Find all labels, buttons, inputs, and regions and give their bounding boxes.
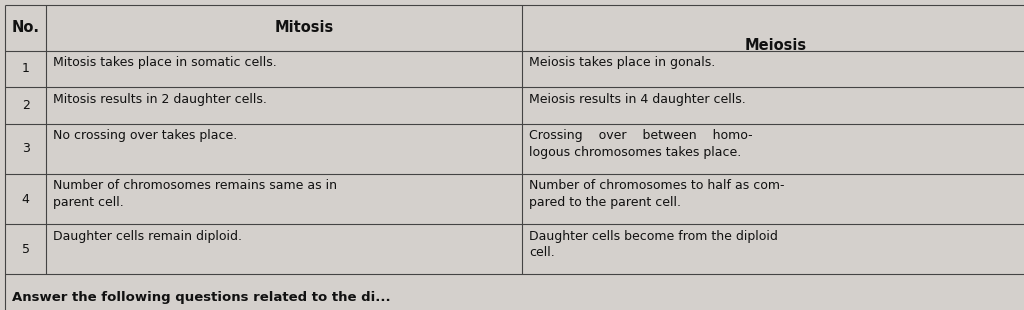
Text: 5: 5 xyxy=(22,243,30,256)
Text: Daughter cells become from the diploid
cell.: Daughter cells become from the diploid c… xyxy=(529,230,778,259)
Text: Answer the following questions related to the di...: Answer the following questions related t… xyxy=(12,291,391,304)
Text: Meiosis results in 4 daughter cells.: Meiosis results in 4 daughter cells. xyxy=(529,93,746,106)
Text: Meiosis: Meiosis xyxy=(744,38,807,53)
Text: Mitosis results in 2 daughter cells.: Mitosis results in 2 daughter cells. xyxy=(53,93,267,106)
Text: 4: 4 xyxy=(22,193,30,206)
Text: Meiosis takes place in gonals.: Meiosis takes place in gonals. xyxy=(529,56,716,69)
Text: Daughter cells remain diploid.: Daughter cells remain diploid. xyxy=(53,230,243,243)
Text: Crossing    over    between    homo-
logous chromosomes takes place.: Crossing over between homo- logous chrom… xyxy=(529,129,753,159)
Text: 1: 1 xyxy=(22,62,30,75)
Text: 3: 3 xyxy=(22,142,30,155)
Text: Number of chromosomes remains same as in
parent cell.: Number of chromosomes remains same as in… xyxy=(53,179,337,209)
Text: No.: No. xyxy=(11,20,40,35)
Text: No crossing over takes place.: No crossing over takes place. xyxy=(53,129,238,142)
Text: 2: 2 xyxy=(22,99,30,112)
Text: Mitosis takes place in somatic cells.: Mitosis takes place in somatic cells. xyxy=(53,56,278,69)
Text: Number of chromosomes to half as com-
pared to the parent cell.: Number of chromosomes to half as com- pa… xyxy=(529,179,785,209)
Text: Mitosis: Mitosis xyxy=(275,20,334,35)
